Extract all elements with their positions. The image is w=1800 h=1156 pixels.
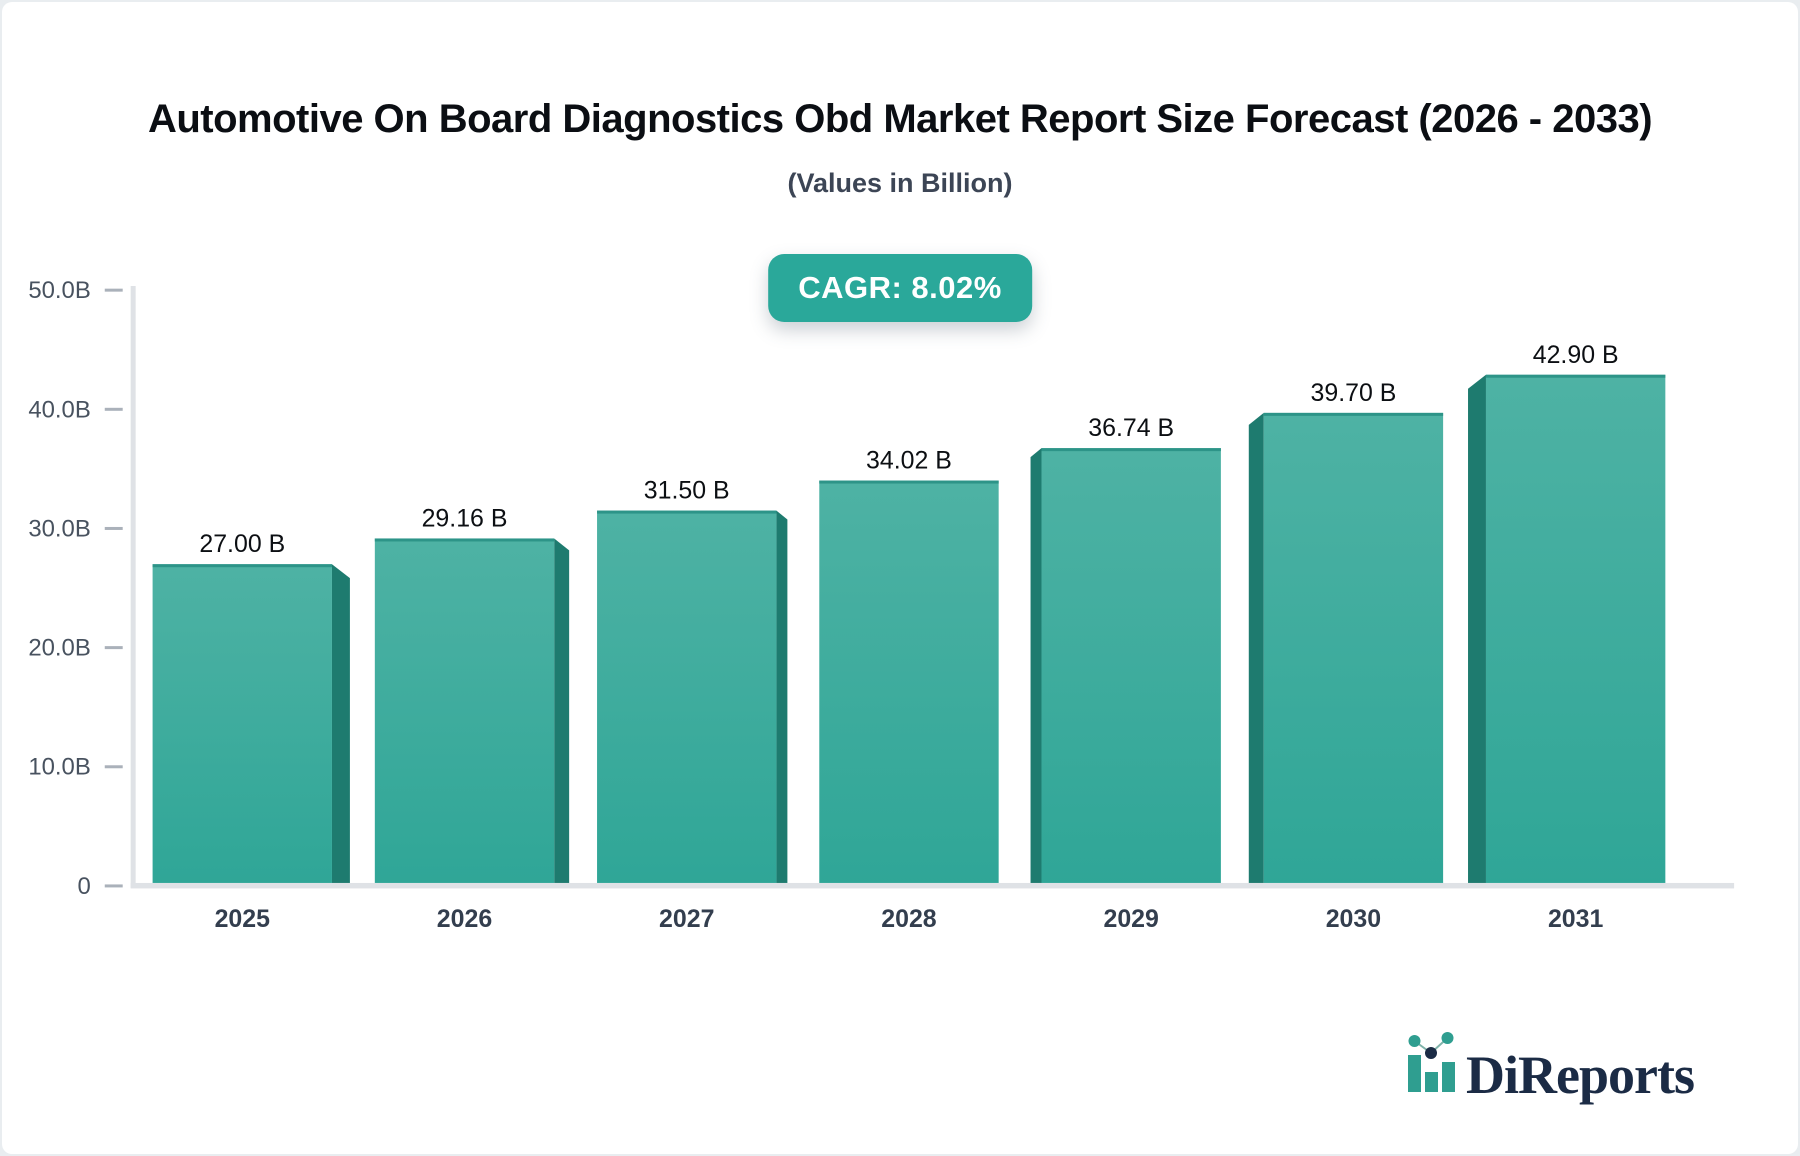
x-axis-label-2028: 2028: [881, 905, 937, 933]
y-axis-tick: [104, 765, 123, 769]
y-axis-label: 50.0B: [28, 277, 90, 304]
y-axis-label: 30.0B: [28, 515, 90, 542]
bar-value-label-2029: 36.74 B: [1088, 414, 1174, 442]
bar-value-label-2026: 29.16 B: [422, 505, 508, 533]
cagr-badge: CAGR: 8.02%: [768, 254, 1032, 322]
y-axis-tick: [104, 526, 123, 530]
bar-value-label-2025: 27.00 B: [199, 530, 285, 558]
bar-top-edge-2026: [374, 538, 555, 542]
bar-value-label-2030: 39.70 B: [1310, 379, 1396, 407]
bar-side-2030: [1248, 412, 1264, 885]
x-axis-label-2027: 2027: [659, 905, 714, 933]
x-axis-label-2029: 2029: [1103, 905, 1158, 933]
brand-name: DiReports: [1466, 1045, 1695, 1105]
bar-top-edge-2025: [152, 564, 332, 568]
x-axis-label-2026: 2026: [437, 905, 492, 933]
y-axis-line: [130, 286, 136, 888]
y-axis-label: 20.0B: [28, 635, 90, 662]
bar-2028: [819, 480, 999, 885]
bar-side-2029: [1030, 448, 1042, 885]
y-axis-label: 40.0B: [28, 396, 90, 423]
bar-2025: [152, 564, 332, 885]
y-axis-tick: [104, 288, 123, 292]
bar-top-edge-2028: [819, 480, 999, 484]
y-axis-tick: [104, 407, 123, 411]
bar-top-edge-2030: [1263, 412, 1444, 416]
bar-side-2026: [554, 538, 570, 885]
x-axis-label-2030: 2030: [1326, 905, 1381, 933]
chart-bars-icon: [1408, 1032, 1456, 1092]
x-axis-label-2031: 2031: [1548, 905, 1604, 933]
bar-2029: [1041, 448, 1221, 885]
bar-top-edge-2027: [597, 510, 777, 514]
bar-top-edge-2029: [1041, 448, 1221, 452]
bar-side-2027: [776, 510, 788, 885]
bar-value-label-2028: 34.02 B: [866, 447, 952, 475]
bar-2027: [597, 510, 777, 885]
y-axis-tick: [104, 646, 123, 650]
page-title: Automotive On Board Diagnostics Obd Mark…: [147, 97, 1653, 141]
bar-2031: [1485, 374, 1666, 885]
y-axis-label: 0: [78, 873, 91, 900]
bar-2030: [1263, 412, 1444, 885]
x-axis-line: [130, 882, 1735, 889]
bar-side-2031: [1468, 374, 1486, 885]
bar-2026: [374, 538, 555, 885]
brand-logo: DiReports: [1408, 1030, 1695, 1105]
page-subtitle: (Values in Billion): [787, 168, 1013, 198]
x-axis-label-2025: 2025: [215, 905, 271, 933]
bar-value-label-2031: 42.90 B: [1533, 341, 1619, 369]
y-axis-tick: [104, 884, 123, 888]
bar-top-edge-2031: [1485, 374, 1666, 378]
bar-value-label-2027: 31.50 B: [644, 477, 730, 505]
y-axis-label: 10.0B: [28, 754, 90, 781]
bar-side-2025: [331, 564, 350, 885]
